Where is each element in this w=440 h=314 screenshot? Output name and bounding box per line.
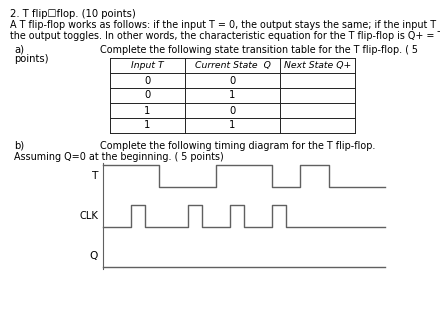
- Text: 1: 1: [144, 121, 150, 131]
- Text: the output toggles. In other words, the characteristic equation for the T flip-f: the output toggles. In other words, the …: [10, 31, 440, 41]
- Text: 1: 1: [144, 106, 150, 116]
- Text: 1: 1: [229, 121, 236, 131]
- Text: 0: 0: [144, 75, 150, 85]
- Text: 0: 0: [144, 90, 150, 100]
- Text: Current State  Q: Current State Q: [194, 61, 271, 70]
- Text: 2. T flip☐flop. (10 points): 2. T flip☐flop. (10 points): [10, 9, 136, 19]
- Text: Complete the following timing diagram for the T flip-flop.: Complete the following timing diagram fo…: [100, 141, 375, 151]
- Text: Complete the following state transition table for the T flip-flop. ( 5: Complete the following state transition …: [100, 45, 418, 55]
- Text: points): points): [14, 54, 48, 64]
- Text: Q: Q: [90, 251, 98, 261]
- Text: CLK: CLK: [79, 211, 98, 221]
- Text: b): b): [14, 141, 24, 151]
- Text: T: T: [92, 171, 98, 181]
- Text: 0: 0: [229, 75, 236, 85]
- Text: A T flip-flop works as follows: if the input T = 0, the output stays the same; i: A T flip-flop works as follows: if the i…: [10, 20, 440, 30]
- Text: 0: 0: [229, 106, 236, 116]
- Text: Next State Q+: Next State Q+: [284, 61, 351, 70]
- Text: Assuming Q=0 at the beginning. ( 5 points): Assuming Q=0 at the beginning. ( 5 point…: [14, 152, 224, 162]
- Text: Input T: Input T: [131, 61, 164, 70]
- Text: 1: 1: [229, 90, 236, 100]
- Text: a): a): [14, 45, 24, 55]
